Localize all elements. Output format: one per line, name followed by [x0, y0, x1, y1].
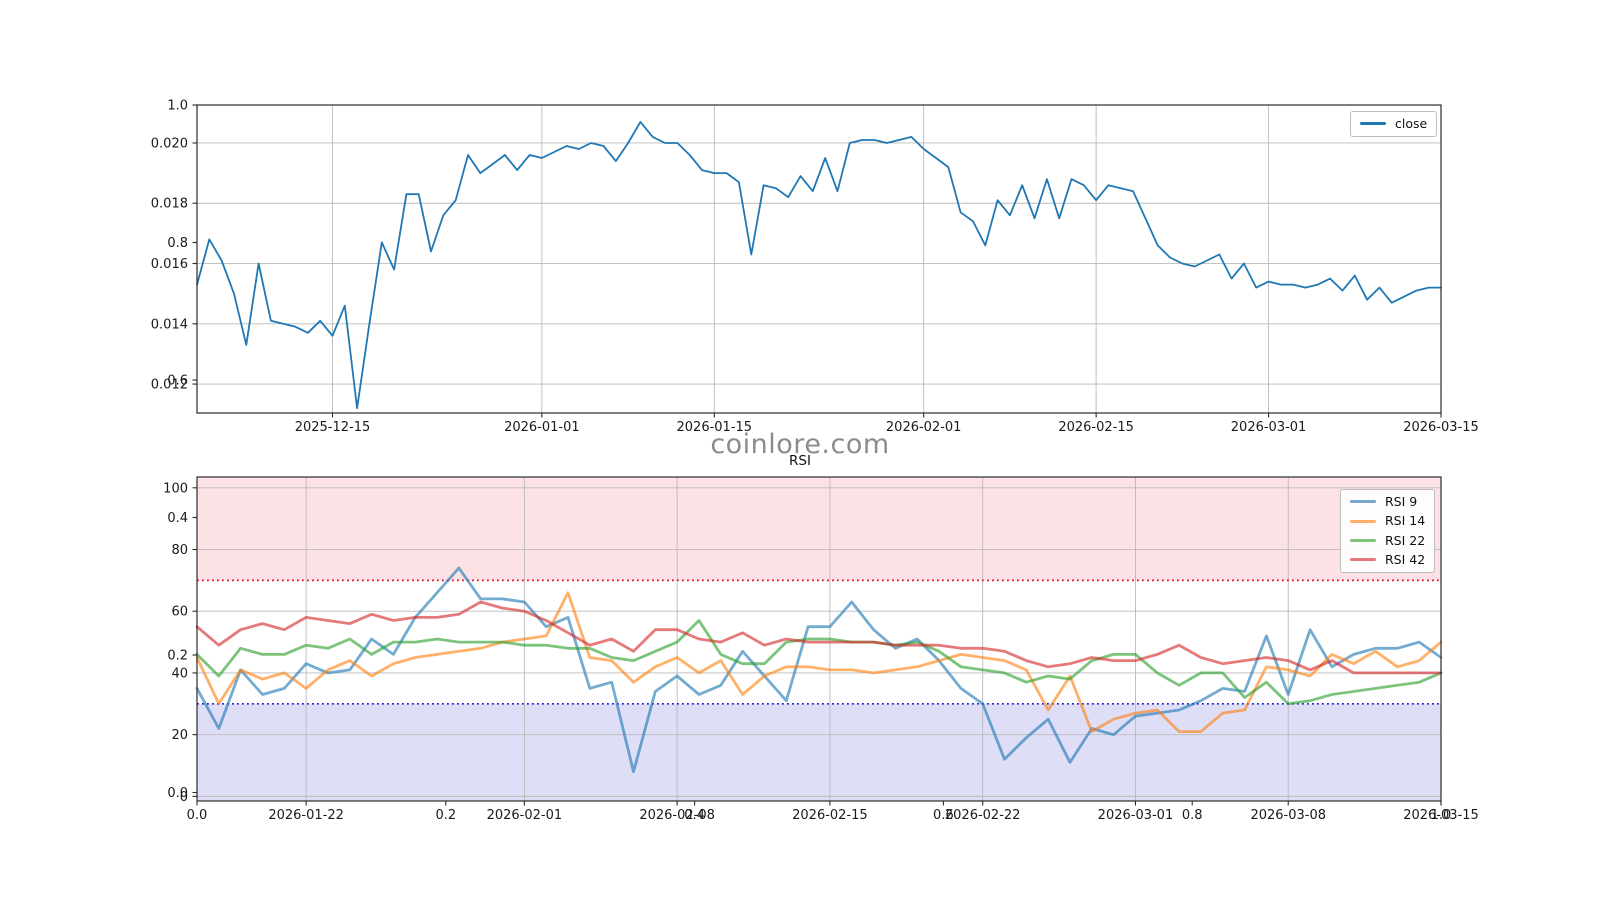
overlay-y-tick-label: 0.2 — [167, 649, 188, 664]
rsi-subplot-title: RSI — [789, 453, 811, 469]
legend-label-rsi-22: RSI 22 — [1385, 532, 1426, 548]
rsi-9-line — [195, 566, 1443, 774]
overlay-y-tick-label: 0.8 — [167, 236, 188, 251]
legend-item-rsi-22: RSI 22 — [1350, 532, 1426, 548]
rsi-y-tick-label: 20 — [171, 728, 188, 743]
overlay-x-tick-label: 0.0 — [187, 808, 208, 823]
overlay-y-tick-label: 1.0 — [167, 99, 188, 114]
price-x-tick-label: 2026-03-01 — [1231, 420, 1307, 435]
rsi-x-tick-label: 2026-01-22 — [268, 808, 344, 823]
close-line-swatch — [1360, 122, 1386, 126]
price-x-tick-label: 2026-02-01 — [886, 420, 962, 435]
price-y-tick-label: 0.012 — [151, 378, 188, 393]
rsi-y-tick-label: 100 — [163, 481, 188, 496]
rsi-y-tick-label: 60 — [171, 605, 188, 620]
price-y-tick-label: 0.018 — [151, 197, 188, 212]
price-frame — [196, 104, 1442, 414]
close-line — [196, 121, 1442, 410]
rsi-x-tick-label: 2026-03-15 — [1403, 808, 1479, 823]
rsi-y-tick-label: 80 — [171, 543, 188, 558]
rsi-x-tick-label: 2026-02-01 — [487, 808, 563, 823]
price-x-tick-label: 2025-12-15 — [295, 420, 371, 435]
overlay-y-tick-label: 0.4 — [167, 511, 188, 526]
price-x-tick-label: 2026-01-01 — [504, 420, 580, 435]
watermark: coinlore.com — [710, 429, 890, 460]
overlay-axis: 1.0 0.8 0.6 0.4 0.2 0.0 0.0 0.2 0.4 0.6 0.8 1.0 — [167, 99, 1451, 824]
rsi-x-tick-label: 2026-03-08 — [1250, 808, 1326, 823]
overlay-y-tick-label: 0.6 — [167, 374, 188, 389]
overlay-x-tick-label: 1.0 — [1431, 808, 1452, 823]
price-x-tick-label: 2026-01-15 — [677, 420, 753, 435]
price-y-tick-label: 0.014 — [151, 317, 188, 332]
overlay-y-tick-label: 0.0 — [167, 786, 188, 801]
legend-label-rsi-42: RSI 42 — [1385, 551, 1426, 567]
overlay-x-tick-label: 0.6 — [933, 808, 954, 823]
rsi-band-overbought — [197, 477, 1441, 581]
rsi-axes: 2026-01-22 2026-02-01 2026-02-08 2026-02-15… — [163, 476, 1479, 823]
legend-label-rsi-14: RSI 14 — [1385, 513, 1426, 529]
legend-label-rsi-9: RSI 9 — [1385, 494, 1418, 509]
rsi-42-line — [195, 600, 1443, 675]
rsi22-line-swatch — [1350, 538, 1376, 542]
price-x-tick-label: 2026-03-15 — [1403, 420, 1479, 435]
rsi-x-tick-label: 2026-02-08 — [639, 808, 715, 823]
overlay-x-tick-label: 0.4 — [684, 808, 705, 823]
price-axes: 2025-12-15 2026-01-01 2026-01-15 2026-02-01… — [151, 104, 1479, 435]
rsi-22-line — [195, 619, 1443, 706]
rsi-band-oversold — [197, 703, 1441, 801]
legend-item-rsi-9: RSI 9 — [1350, 495, 1425, 509]
overlay-x-tick-label: 0.8 — [1182, 808, 1203, 823]
overlay-x-tick-label: 0.2 — [435, 808, 456, 823]
rsi9-line-swatch — [1350, 500, 1376, 504]
rsi-y-tick-label: 0 — [180, 790, 188, 805]
legend-close: close — [1350, 111, 1438, 137]
rsi14-line-swatch — [1350, 519, 1376, 523]
price-y-tick-label: 0.016 — [151, 257, 188, 272]
price-x-tick-label: 2026-02-15 — [1058, 420, 1134, 435]
legend-item-rsi-14: RSI 14 — [1350, 514, 1425, 528]
rsi-x-tick-label: 2026-02-15 — [792, 808, 868, 823]
legend-label-close: close — [1395, 116, 1428, 131]
legend-item-rsi-42: RSI 42 — [1350, 551, 1426, 567]
rsi-x-tick-label: 2026-03-01 — [1098, 808, 1174, 823]
rsi42-line-swatch — [1350, 558, 1376, 562]
rsi-x-tick-label: 2026-02-22 — [945, 808, 1021, 823]
rsi-frame — [196, 476, 1442, 802]
rsi-14-line — [195, 591, 1443, 733]
legend-rsi: RSI 9 RSI 14 RSI 22 RSI 42 — [1340, 489, 1436, 573]
rsi-y-tick-label: 40 — [171, 666, 188, 681]
price-y-tick-label: 0.020 — [151, 136, 188, 151]
legend-item-close: close — [1360, 117, 1427, 131]
